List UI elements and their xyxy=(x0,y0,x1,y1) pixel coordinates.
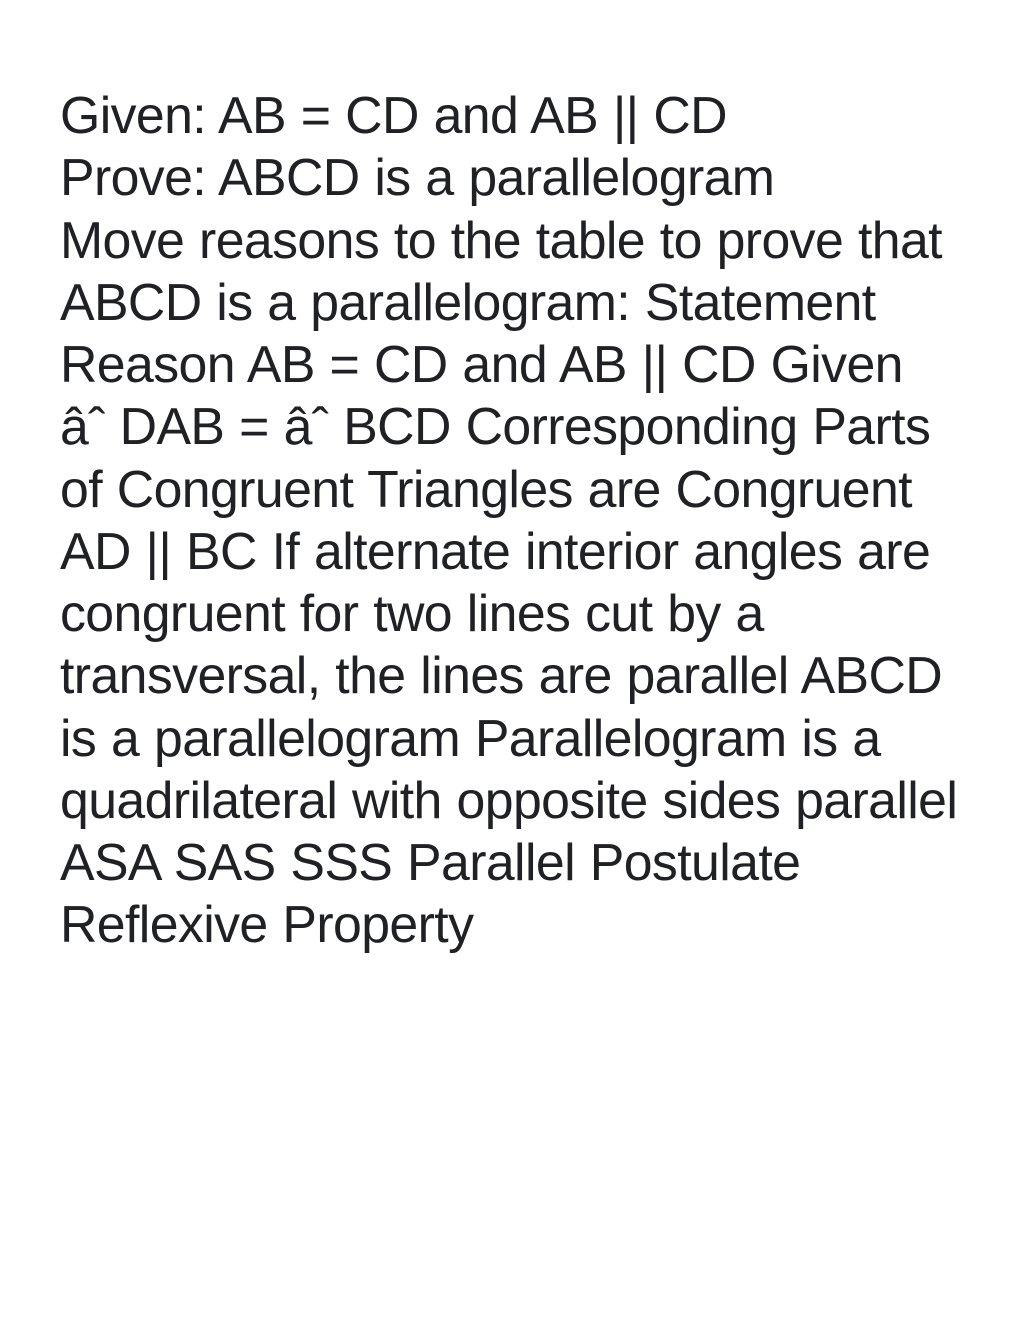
step2-statement: âˆ DAB = âˆ BCD xyxy=(60,397,451,455)
given-text: AB = CD and AB || CD xyxy=(218,86,727,144)
given-label: Given: xyxy=(60,86,206,144)
prove-label: Prove: xyxy=(60,148,206,206)
step1-statement: AB = CD and AB || CD xyxy=(247,335,756,393)
proof-text-block: Given: AB = CD and AB || CD Prove: ABCD … xyxy=(60,84,964,956)
step3-statement: AD || BC xyxy=(60,522,257,580)
prove-text: ABCD is a parallelogram xyxy=(218,148,774,206)
page-container: Given: AB = CD and AB || CD Prove: ABCD … xyxy=(0,0,1024,1016)
reason-options: ASA SAS SSS Parallel Postulate Reflexive… xyxy=(60,833,800,953)
step1-reason: Given xyxy=(771,335,903,393)
